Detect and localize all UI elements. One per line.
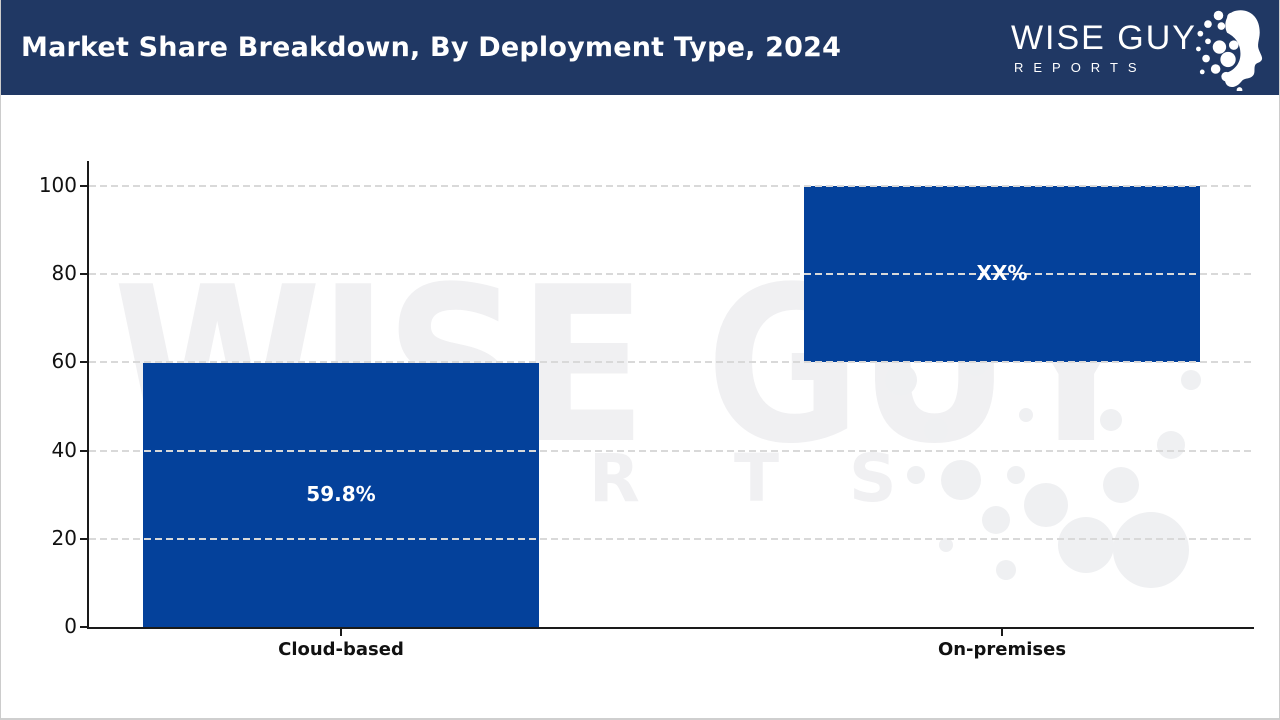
bar-value-label: 59.8%: [306, 482, 376, 507]
page-title: Market Share Breakdown, By Deployment Ty…: [21, 32, 842, 63]
wise-guy-reports-logo: WISE GUY REPORTS: [1011, 5, 1267, 91]
header-bar: Market Share Breakdown, By Deployment Ty…: [1, 0, 1279, 95]
bar-value-label: XX%: [976, 261, 1028, 286]
gridline-20: [89, 537, 1254, 540]
y-tick-label-100: 100: [38, 173, 77, 197]
watermark-dots-icon: [885, 268, 1201, 588]
y-tick-mark-40: [80, 449, 87, 452]
gridline-80: [89, 273, 1254, 276]
y-tick-mark-60: [80, 361, 87, 364]
logo-text: WISE GUY REPORTS: [1011, 21, 1197, 75]
logo-face-icon: [1196, 9, 1263, 91]
gridline-60: [89, 361, 1254, 364]
bar-cloud-based: [143, 363, 539, 627]
gridline-40: [89, 449, 1254, 452]
y-tick-label-60: 60: [51, 349, 77, 374]
watermark-letter-r: R: [589, 440, 640, 517]
y-axis-spine: [87, 161, 89, 629]
x-axis-spine: [87, 627, 1254, 629]
y-tick-label-80: 80: [51, 261, 77, 286]
y-tick-mark-100: [80, 185, 87, 187]
y-tick-label-40: 40: [51, 437, 77, 462]
gridline-100: [89, 185, 1254, 187]
watermark-letter-t: T: [734, 440, 780, 517]
x-tick-mark: [340, 629, 342, 636]
logo-wordmark: WISE GUY: [1010, 18, 1197, 57]
x-category-label: On-premises: [937, 639, 1067, 660]
y-tick-mark-0: [80, 626, 87, 628]
y-tick-label-0: 0: [64, 614, 77, 638]
x-tick-mark: [1001, 629, 1003, 636]
y-tick-mark-20: [80, 537, 87, 540]
y-tick-mark-80: [80, 273, 87, 276]
y-tick-label-20: 20: [51, 525, 77, 550]
x-category-label: Cloud-based: [278, 639, 404, 660]
watermark-letter-s: S: [849, 440, 897, 517]
logo-subtitle: REPORTS: [1013, 59, 1147, 75]
